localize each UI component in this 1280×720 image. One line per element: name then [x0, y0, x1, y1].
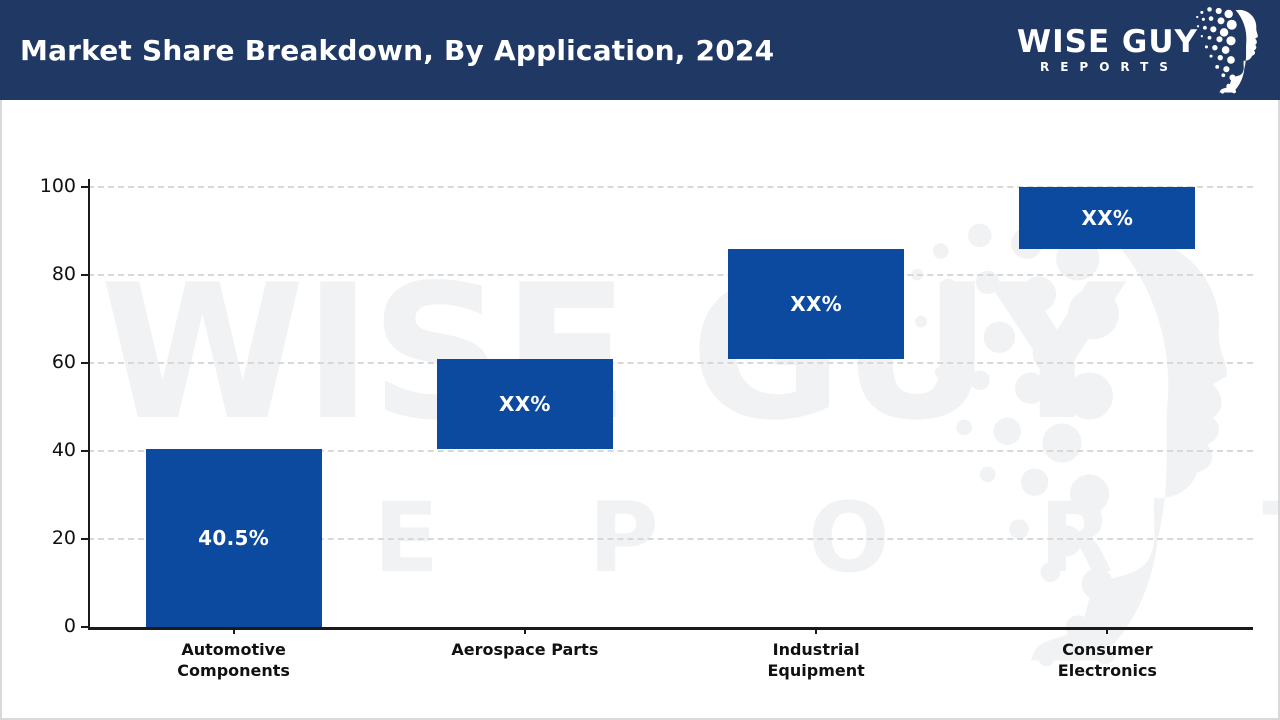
bar-value-label: XX% — [498, 391, 551, 416]
y-axis-tick — [81, 362, 88, 364]
chart-area: WISE GUY R E P O R T S 02040608010040.5%… — [0, 100, 1280, 720]
bar-value-label: XX% — [1081, 205, 1134, 230]
x-axis-category-label: Industrial Equipment — [671, 639, 962, 681]
chart-bar: XX% — [436, 358, 613, 449]
page-border-left — [0, 100, 2, 720]
y-axis-tick-label: 80 — [51, 263, 76, 285]
category-label-line: Equipment — [767, 661, 865, 680]
category-label-line: Automotive — [181, 640, 286, 659]
y-gridline — [88, 362, 1253, 364]
watermark-head-icon — [911, 223, 1227, 667]
x-axis-tick — [523, 627, 526, 634]
y-axis-tick-label: 40 — [51, 439, 76, 461]
y-gridline — [88, 186, 1253, 188]
y-axis-tick-label: 20 — [51, 527, 76, 549]
category-label-line: Industrial — [772, 640, 860, 659]
y-gridline — [88, 538, 1253, 540]
dotted-head-icon — [1196, 7, 1258, 94]
chart-bar: XX% — [728, 248, 905, 359]
page-title: Market Share Breakdown, By Application, … — [20, 33, 775, 67]
category-label-line: Electronics — [1057, 661, 1157, 680]
y-axis-tick — [81, 274, 88, 276]
y-axis-tick — [81, 450, 88, 452]
y-axis-tick — [81, 186, 88, 188]
chart-bar: XX% — [1019, 187, 1196, 249]
x-axis-tick — [815, 627, 818, 634]
bar-value-label: 40.5% — [198, 525, 270, 550]
y-gridline — [88, 274, 1253, 276]
x-axis-line — [88, 627, 1253, 630]
brand-logo-text: WISE GUY REPORTS — [1017, 26, 1198, 74]
brand-name: WISE GUY — [1016, 24, 1198, 60]
category-label-line: Consumer — [1062, 640, 1153, 659]
bar-value-label: XX% — [790, 291, 843, 316]
x-axis-category-label: Consumer Electronics — [962, 639, 1253, 681]
x-axis-category-label: Aerospace Parts — [379, 639, 670, 660]
y-axis-tick-label: 100 — [39, 175, 76, 197]
chart-bar: 40.5% — [145, 448, 322, 627]
x-axis-category-label: Automotive Components — [88, 639, 379, 681]
y-axis-line — [88, 179, 90, 627]
category-label-line: Components — [177, 661, 290, 680]
y-axis-tick-label: 60 — [51, 351, 76, 373]
y-axis-tick — [81, 538, 88, 540]
page-border-bottom — [0, 718, 1280, 720]
header-bar: Market Share Breakdown, By Application, … — [0, 0, 1280, 100]
x-axis-tick — [232, 627, 235, 634]
y-gridline — [88, 450, 1253, 452]
page-border-right — [1278, 100, 1280, 720]
y-axis-tick-label: 0 — [63, 615, 76, 637]
y-axis-tick — [81, 626, 88, 628]
brand-logo: WISE GUY REPORTS — [1017, 4, 1280, 96]
brand-subtitle: REPORTS — [1039, 60, 1179, 74]
category-label-line: Aerospace Parts — [451, 640, 599, 659]
